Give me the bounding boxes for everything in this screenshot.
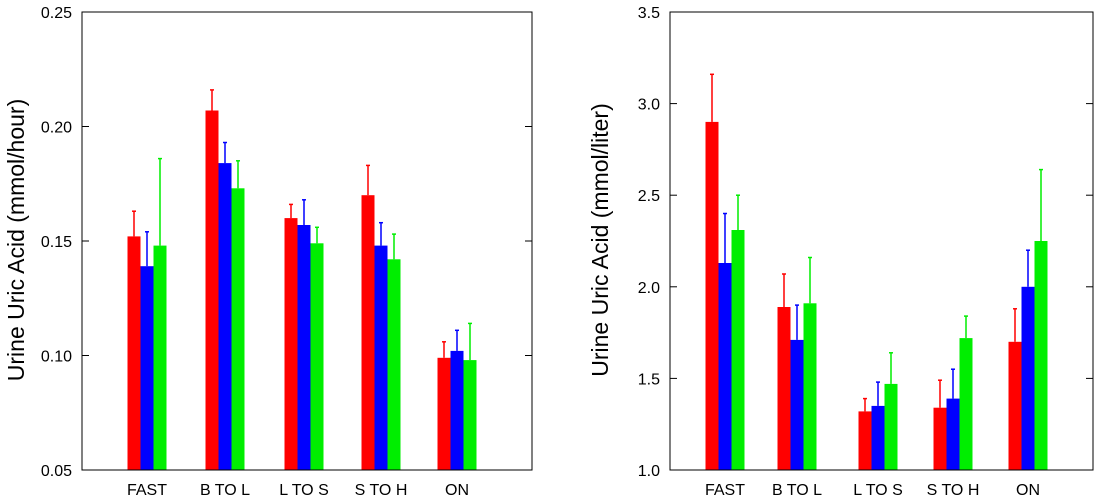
y-tick-label: 3.5 bbox=[638, 5, 660, 22]
bar bbox=[933, 407, 947, 470]
bar bbox=[790, 339, 804, 470]
bar bbox=[1008, 341, 1022, 470]
y-axis-label: Urine Uric Acid (mmol/hour) bbox=[3, 99, 29, 381]
bar bbox=[361, 195, 375, 470]
y-tick-label: 0.25 bbox=[41, 5, 72, 22]
bar bbox=[127, 236, 141, 470]
bar bbox=[387, 259, 401, 470]
x-tick-label: ON bbox=[1016, 482, 1040, 499]
bar bbox=[777, 307, 791, 470]
y-tick-label: 0.10 bbox=[41, 349, 72, 366]
bar bbox=[374, 245, 388, 470]
bar bbox=[450, 350, 464, 470]
x-tick-label: B TO L bbox=[200, 482, 250, 499]
bar bbox=[231, 188, 245, 471]
y-tick-label: 1.0 bbox=[638, 463, 660, 480]
bar bbox=[463, 360, 477, 470]
bar bbox=[959, 338, 973, 470]
bar bbox=[297, 225, 311, 470]
bar bbox=[871, 405, 885, 470]
x-tick-label: FAST bbox=[127, 482, 167, 499]
bar bbox=[705, 121, 719, 471]
bar bbox=[310, 243, 324, 470]
bar bbox=[437, 357, 451, 470]
y-tick-label: 0.05 bbox=[41, 463, 72, 480]
bar bbox=[731, 230, 745, 470]
y-tick-label: 0.15 bbox=[41, 234, 72, 251]
x-tick-label: L TO S bbox=[853, 482, 903, 499]
x-tick-label: S TO H bbox=[355, 482, 408, 499]
bar bbox=[884, 383, 898, 470]
bar bbox=[946, 398, 960, 470]
y-tick-label: 0.20 bbox=[41, 120, 72, 137]
bar bbox=[140, 266, 154, 470]
x-tick-label: ON bbox=[445, 482, 469, 499]
x-tick-label: B TO L bbox=[772, 482, 822, 499]
x-tick-label: FAST bbox=[705, 482, 745, 499]
bar bbox=[205, 110, 219, 470]
right-chart: Urine Uric Acid (mmol/liter) 1.0 1.5 2.0 2.… bbox=[587, 5, 1094, 499]
bar bbox=[284, 218, 298, 470]
y-tick-label: 3.0 bbox=[638, 97, 660, 114]
x-tick-label: L TO S bbox=[279, 482, 329, 499]
plot-frame bbox=[669, 11, 1094, 471]
bar bbox=[803, 303, 817, 470]
bar bbox=[218, 163, 232, 470]
x-tick-label: S TO H bbox=[927, 482, 980, 499]
bar bbox=[1021, 286, 1035, 470]
y-tick-label: 2.5 bbox=[638, 188, 660, 205]
y-tick-label: 1.5 bbox=[638, 371, 660, 388]
bar bbox=[153, 245, 167, 470]
y-tick-label: 2.0 bbox=[638, 280, 660, 297]
bar bbox=[718, 263, 732, 470]
bar bbox=[858, 411, 872, 470]
bar bbox=[1034, 241, 1048, 470]
left-chart: Urine Uric Acid (mmol/hour) 0.05 0.10 0.15… bbox=[3, 5, 533, 499]
y-axis-label: Urine Uric Acid (mmol/liter) bbox=[587, 103, 613, 376]
